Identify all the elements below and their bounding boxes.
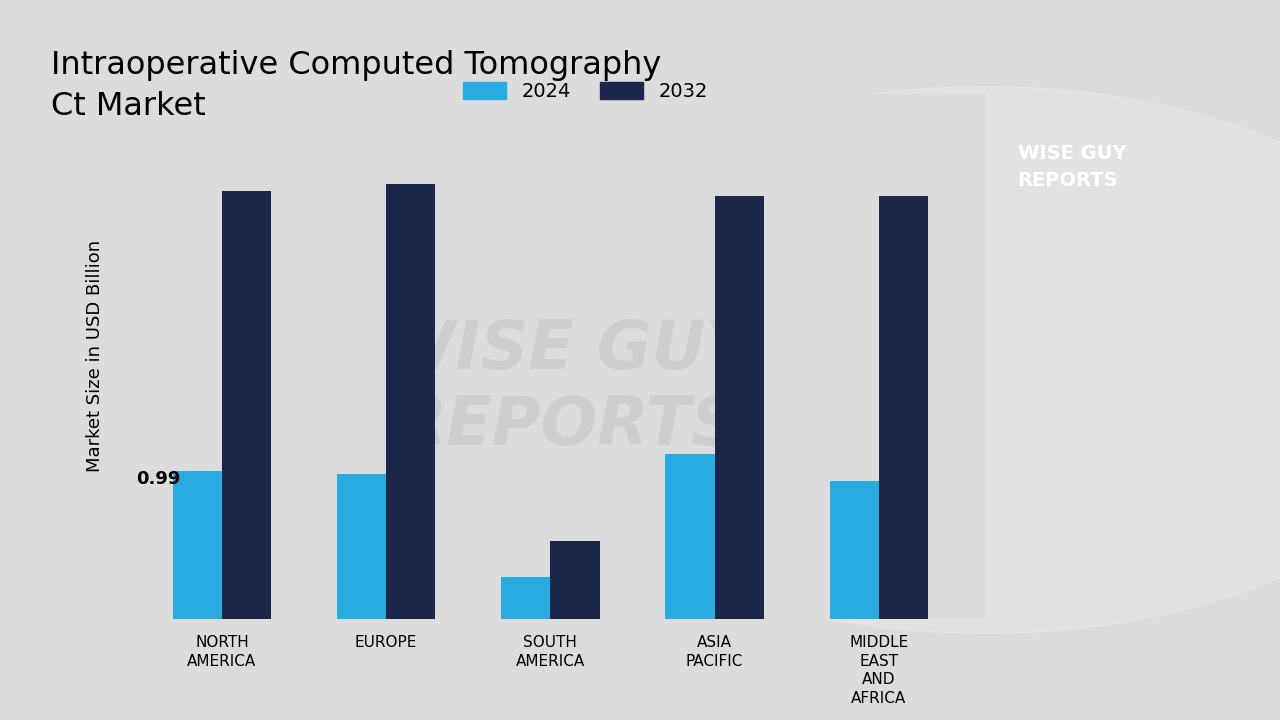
Bar [502, 577, 550, 619]
Text: 0.99: 0.99 [136, 470, 180, 488]
Text: Intraoperative Computed Tomography
Ct Market: Intraoperative Computed Tomography Ct Ma… [51, 50, 662, 122]
Bar [829, 481, 879, 619]
Bar [666, 454, 714, 619]
Bar [221, 192, 271, 619]
Legend: 2024, 2032: 2024, 2032 [453, 72, 717, 111]
Y-axis label: Market Size in USD Billion: Market Size in USD Billion [86, 240, 104, 472]
Bar [879, 196, 928, 619]
Text: WISE GUY
REPORTS: WISE GUY REPORTS [1018, 144, 1126, 189]
Bar [387, 184, 435, 619]
Bar [550, 541, 599, 619]
Bar [714, 196, 764, 619]
Bar [173, 471, 221, 619]
Text: WISE GUY
REPORTS: WISE GUY REPORTS [381, 317, 754, 459]
Bar [337, 474, 387, 619]
